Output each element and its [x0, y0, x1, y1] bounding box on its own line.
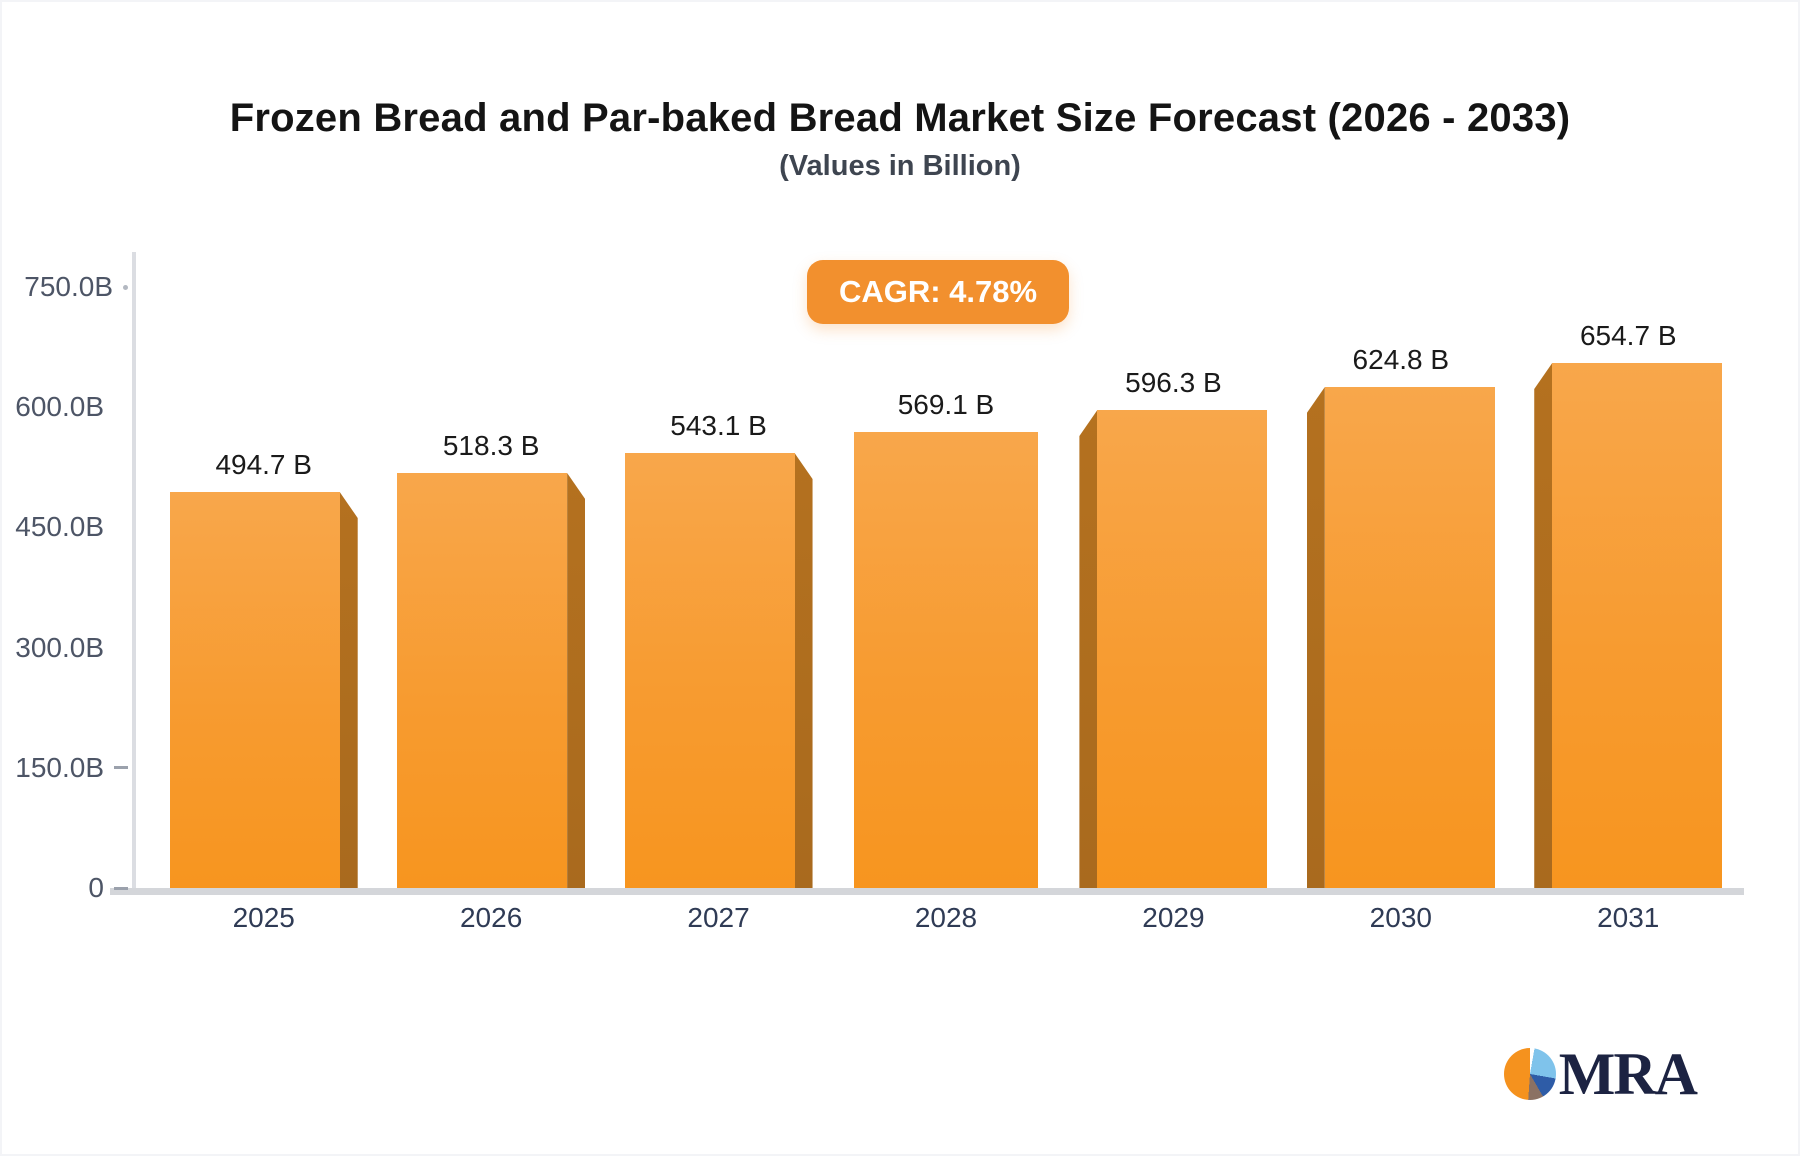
bar-face [853, 432, 1038, 888]
x-axis-line [110, 888, 1744, 895]
y-tick-mark [114, 406, 128, 409]
bar-face [169, 492, 340, 888]
y-axis-line [132, 252, 136, 888]
y-tick-mark [114, 886, 128, 890]
logo-text: MRA [1558, 1041, 1698, 1107]
y-tick-150: 150.0B [2, 751, 128, 784]
y-tick-300: 300.0B [2, 631, 128, 664]
bar-value-label: 494.7 B [215, 449, 312, 480]
bar-group-2025[interactable]: 494.7 B [150, 287, 377, 888]
cagr-badge: CAGR: 4.78% [806, 260, 1070, 324]
bar-side-shadow [1079, 410, 1098, 888]
y-tick-mark [114, 646, 128, 649]
y-tick-mark [114, 766, 128, 770]
chart-subtitle: (Values in Billion) [779, 150, 1021, 182]
bar-side-shadow [794, 453, 813, 888]
bar-face [624, 453, 795, 888]
bar-value-label: 596.3 B [1125, 367, 1222, 398]
x-axis-label-2031: 2031 [1597, 902, 1660, 933]
bar-face [1324, 387, 1495, 888]
bar-face [1552, 363, 1723, 888]
x-axis-label-2029: 2029 [1142, 902, 1205, 933]
bar-side-shadow [1534, 363, 1553, 888]
y-tick-label: 0 [88, 872, 104, 903]
cagr-badge-container: CAGR: 4.78% [132, 260, 1744, 324]
bar-group-2029[interactable]: 596.3 B [1060, 287, 1287, 888]
y-tick-label: 450.0B [15, 511, 104, 543]
bar-2027[interactable] [624, 453, 813, 888]
bar-2025[interactable] [169, 492, 358, 888]
bar-side-shadow [1306, 387, 1325, 888]
bar-group-2027[interactable]: 543.1 B [605, 287, 832, 888]
bar-value-label: 543.1 B [670, 410, 767, 441]
bar-value-label: 654.7 B [1579, 320, 1677, 351]
y-tick-label: 750.0B [24, 271, 113, 302]
y-tick-750: 750.0B [2, 271, 128, 303]
chart-title: Frozen Bread and Par-baked Bread Market … [229, 96, 1571, 140]
bar-value-label: 569.1 B [897, 389, 995, 420]
y-tick-label: 150.0B [15, 751, 104, 783]
bar-2030[interactable] [1306, 387, 1495, 888]
bar-2028[interactable] [853, 432, 1038, 888]
bar-side-shadow [339, 492, 358, 888]
y-tick-label: 600.0B [15, 391, 104, 423]
x-axis-label-2027: 2027 [687, 902, 750, 933]
x-axis-label-2028: 2028 [914, 902, 978, 933]
bar-chart: 0 150.0B 300.0B 450.0B 600.0B 750.0B 494.7 B 5… [15, 252, 1744, 933]
x-axis-label-2025: 2025 [232, 902, 295, 933]
y-tick-mark [123, 284, 128, 290]
bar-group-2026[interactable]: 518.3 B [377, 287, 604, 888]
y-tick-0: 0 [2, 872, 128, 904]
bar-group-2030[interactable]: 624.8 B [1287, 287, 1514, 888]
bars-area: 494.7 B 518.3 B 543.1 B 569.1 B 596.3 B 624.8… [150, 287, 1742, 888]
bar-group-2031[interactable]: 654.7 B [1515, 287, 1742, 888]
y-tick-450: 450.0B [2, 511, 128, 543]
bar-2026[interactable] [397, 473, 586, 888]
x-axis-label-2030: 2030 [1369, 902, 1432, 933]
y-tick-label: 300.0B [15, 631, 104, 663]
y-tick-mark [114, 526, 128, 529]
mra-logo: MRA [1503, 1041, 1698, 1107]
bar-2029[interactable] [1079, 410, 1268, 888]
y-tick-600: 600.0B [2, 391, 128, 423]
bar-face [397, 473, 568, 888]
x-axis: 2025 2026 2027 2028 2029 2030 2031 [150, 902, 1742, 934]
bar-value-label: 518.3 B [442, 430, 540, 461]
bar-face [1097, 410, 1268, 888]
x-axis-label-2026: 2026 [459, 902, 523, 933]
bar-side-shadow [567, 473, 586, 888]
bar-value-label: 624.8 B [1352, 344, 1450, 375]
pie-chart-icon [1503, 1048, 1556, 1100]
bar-2031[interactable] [1534, 363, 1723, 888]
bar-group-2028[interactable]: 569.1 B [832, 287, 1059, 888]
